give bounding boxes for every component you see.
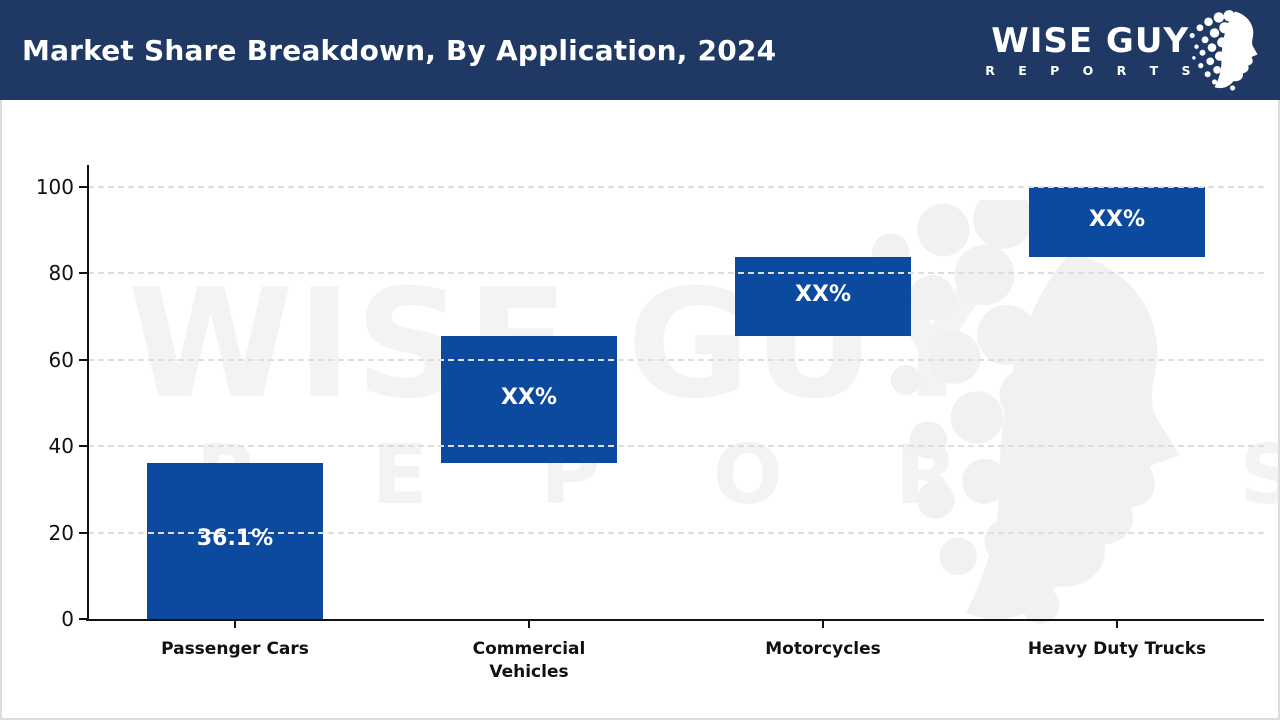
x-axis-line: [86, 619, 1264, 621]
y-tick-40: [79, 445, 87, 448]
y-tick-60: [79, 358, 87, 361]
y-tick-20: [79, 531, 87, 534]
y-tick-label-80: 80: [48, 261, 74, 286]
bar-value-label-commercial-vehicles: XX%: [501, 384, 557, 410]
y-axis-line: [87, 165, 89, 621]
y-tick-label-60: 60: [48, 347, 74, 372]
bar-value-label-passenger-cars: 36.1%: [196, 526, 274, 552]
page-border-left: [0, 100, 2, 720]
y-tick-100: [79, 186, 87, 188]
y-tick-0: [79, 618, 87, 620]
x-category-label-motorcycles: Motorcycles: [765, 639, 881, 659]
x-tick-passenger-cars: [234, 621, 236, 628]
bar-value-label-motorcycles: XX%: [795, 281, 851, 307]
x-tick-commercial-vehicles: [528, 621, 530, 628]
gridline-60: [88, 358, 1264, 361]
logo-face-icon: [1189, 10, 1258, 91]
logo-wordmark-block: WISE GUY R E P O R T S: [980, 21, 1200, 78]
x-tick-heavy-duty-trucks: [1116, 621, 1118, 628]
gridline-100: [88, 186, 1264, 188]
page-border-right: [1278, 100, 1280, 720]
wiseguy-logo: WISE GUY R E P O R T S: [980, 8, 1264, 94]
gridline-80: [88, 272, 1264, 275]
gridline-20: [88, 531, 1264, 534]
y-tick-label-40: 40: [48, 434, 74, 459]
y-tick-80: [79, 272, 87, 275]
x-tick-motorcycles: [822, 621, 824, 628]
y-tick-label-20: 20: [48, 520, 74, 545]
bar-motorcycles: [735, 256, 911, 337]
y-tick-label-0: 0: [61, 607, 74, 631]
x-category-label-passenger-cars: Passenger Cars: [161, 639, 309, 659]
gridline-40: [88, 445, 1264, 448]
x-category-label-commercial-vehicles: Commercial Vehicles: [472, 639, 586, 682]
bar-commercial-vehicles: [441, 336, 617, 464]
y-tick-label-100: 100: [35, 175, 74, 199]
page-border-bottom: [0, 718, 1280, 720]
x-category-label-heavy-duty-trucks: Heavy Duty Trucks: [1027, 639, 1207, 659]
bar-value-label-heavy-duty-trucks: XX%: [1089, 206, 1145, 232]
header-bar: Market Share Breakdown, By Application, …: [0, 0, 1280, 100]
bar-passenger-cars: [147, 463, 323, 619]
logo-wordmark: WISE GUY: [991, 21, 1190, 62]
chart-title: Market Share Breakdown, By Application, …: [22, 33, 777, 67]
logo-subtext: R E P O R T S: [985, 62, 1200, 78]
bar-heavy-duty-trucks: [1029, 187, 1205, 257]
